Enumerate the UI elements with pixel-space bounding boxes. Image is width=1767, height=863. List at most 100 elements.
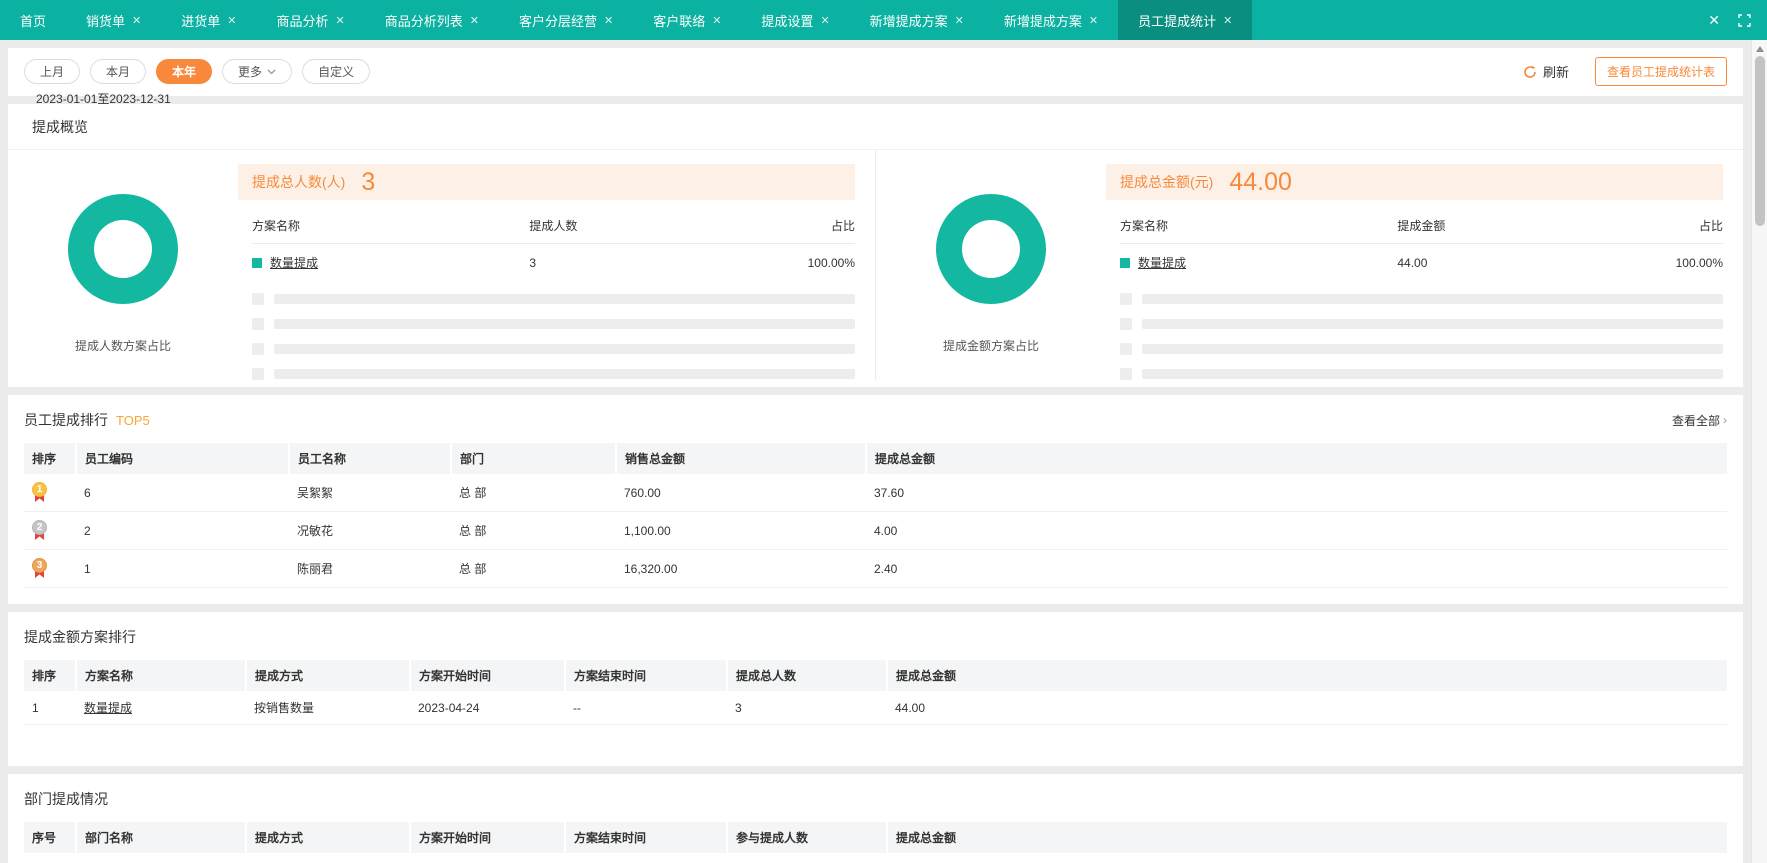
vertical-scrollbar[interactable] [1751,40,1767,863]
col-total-people: 提成总人数 [727,660,888,691]
placeholder-row [1120,343,1723,355]
ratio-value: 100.00% [807,255,855,270]
col-method: 提成方式 [246,660,411,691]
tab-customer-contact[interactable]: 客户联络 ✕ [633,0,741,40]
filter-last-month[interactable]: 上月 [24,59,81,84]
filter-custom[interactable]: 自定义 [302,59,371,84]
employee-name: 陈丽君 [289,549,451,588]
table-row: 1 数量提成 按销售数量 2023-04-24 -- 3 44.00 [24,691,1727,725]
people-count-value: 3 [529,255,537,270]
employee-name: 况敏花 [289,511,451,550]
plan-link[interactable]: 数量提成 [84,701,133,715]
people-summary-value: 3 [361,167,376,196]
col-amount: 提成金额 [1397,219,1446,233]
tab-label: 新增提成方案 [1003,13,1082,29]
col-people: 参与提成人数 [727,822,888,853]
ratio-value: 100.00% [1675,255,1723,270]
tab-label: 客户分层经营 [518,13,597,29]
tab-new-commission-plan-2[interactable]: 新增提成方案 ✕ [984,0,1118,40]
method: 按销售数量 [246,853,410,863]
col-department-name: 部门名称 [76,822,247,853]
scrollbar-thumb[interactable] [1754,56,1765,226]
employee-code: 2 [76,511,289,550]
fullscreen-icon[interactable] [1738,13,1751,27]
tab-close-icon[interactable]: ✕ [132,14,142,27]
total-sales: 760.00 [616,474,866,512]
tab-close-icon[interactable]: ✕ [603,14,614,27]
people-donut-chart [68,194,178,304]
refresh-button[interactable]: 刷新 [1523,62,1569,81]
col-end-date: 方案结束时间 [565,660,728,691]
col-plan-name: 方案名称 [252,219,301,233]
tab-close-icon[interactable]: ✕ [1223,14,1233,27]
col-rank: 排序 [24,660,77,691]
plan-link[interactable]: 数量提成 [1138,256,1187,270]
legend-square-icon [252,257,262,268]
col-index: 序号 [24,822,77,853]
placeholder-row [1120,368,1723,380]
section-title: 员工提成排行 [24,412,108,428]
col-plan-name: 方案名称 [76,660,247,691]
plan-link[interactable]: 数量提成 [270,256,319,270]
tab-close-icon[interactable]: ✕ [1088,14,1099,27]
tab-label: 商品分析 [276,13,329,29]
tab-product-analysis[interactable]: 商品分析 ✕ [256,0,364,40]
tab-product-analysis-list[interactable]: 商品分析列表 ✕ [365,0,499,40]
tab-close-icon[interactable]: ✕ [712,14,722,27]
refresh-icon [1524,65,1536,78]
tab-home[interactable]: 首页 [0,0,66,40]
tab-label: 新增提成方案 [869,13,948,29]
col-method: 提成方式 [246,822,411,853]
end-date: -- [565,853,727,863]
tab-new-commission-plan-1[interactable]: 新增提成方案 ✕ [850,0,984,40]
method: 按销售数量 [246,691,410,725]
tab-commission-settings[interactable]: 提成设置 ✕ [741,0,849,40]
col-total-amount: 提成总金额 [887,822,1727,853]
tab-purchase-order[interactable]: 进货单 ✕ [161,0,256,40]
legend-row: 数量提成 3 100.00% [252,244,855,280]
department-name: 总 部 [76,853,246,863]
chevron-down-icon [267,69,276,74]
col-total-commission: 提成总金额 [866,443,1727,474]
view-all-link[interactable]: 查看全部 › [1671,413,1727,428]
plan-ranking-table: 排序 方案名称 提成方式 方案开始时间 方案结束时间 提成总人数 提成总金额 1… [24,660,1727,725]
refresh-label: 刷新 [1542,65,1569,80]
people-overview-panel: 提成人数方案占比 提成总人数(人) 3 方案名称 提成人数 占比 [8,150,875,380]
close-all-icon[interactable]: ✕ [1708,11,1720,28]
tab-label: 商品分析列表 [384,13,463,29]
department-commission-section: 部门提成情况 序号 部门名称 提成方式 方案开始时间 方案结束时间 参与提成人数… [8,774,1743,863]
tab-close-icon[interactable]: ✕ [820,14,830,27]
filter-more[interactable]: 更多 [222,59,293,84]
col-total-sales: 销售总金额 [616,443,867,474]
total-sales: 16,320.00 [616,549,866,588]
amount-donut-caption: 提成金额方案占比 [942,339,1039,353]
filter-this-year[interactable]: 本年 [156,59,213,84]
placeholder-row [1120,293,1723,305]
amount-value: 44.00 [1397,255,1428,270]
tab-close-icon[interactable]: ✕ [469,14,479,27]
col-total-amount: 提成总金额 [887,660,1727,691]
placeholder-row [252,293,855,305]
table-row: 1 6 吴絮絮 总 部 760.00 37.60 [24,474,1727,512]
col-rank: 排序 [24,443,77,474]
legend-square-icon [1120,257,1130,268]
tab-close-icon[interactable]: ✕ [954,14,964,27]
amount-overview-panel: 提成金额方案占比 提成总金额(元) 44.00 方案名称 提成金额 占比 [875,150,1743,380]
total-commission: 2.40 [866,549,1727,588]
tab-commission-stats[interactable]: 员工提成统计 ✕ [1118,0,1253,40]
tab-close-icon[interactable]: ✕ [227,14,237,27]
col-start-date: 方案开始时间 [410,660,566,691]
tab-close-icon[interactable]: ✕ [335,14,345,27]
tab-label: 提成设置 [761,13,814,29]
placeholder-row [1120,318,1723,330]
tab-sales-order[interactable]: 销货单 ✕ [66,0,161,40]
employee-code: 6 [76,474,289,512]
tab-customer-segmentation[interactable]: 客户分层经营 ✕ [499,0,633,40]
placeholder-row [252,343,855,355]
filter-this-month[interactable]: 本月 [90,59,147,84]
col-start-date: 方案开始时间 [410,822,566,853]
people-summary-label: 提成总人数(人) [252,174,346,190]
col-ratio: 占比 [1698,219,1723,233]
scroll-up-icon[interactable] [1755,46,1764,52]
view-report-button[interactable]: 查看员工提成统计表 [1594,57,1727,86]
